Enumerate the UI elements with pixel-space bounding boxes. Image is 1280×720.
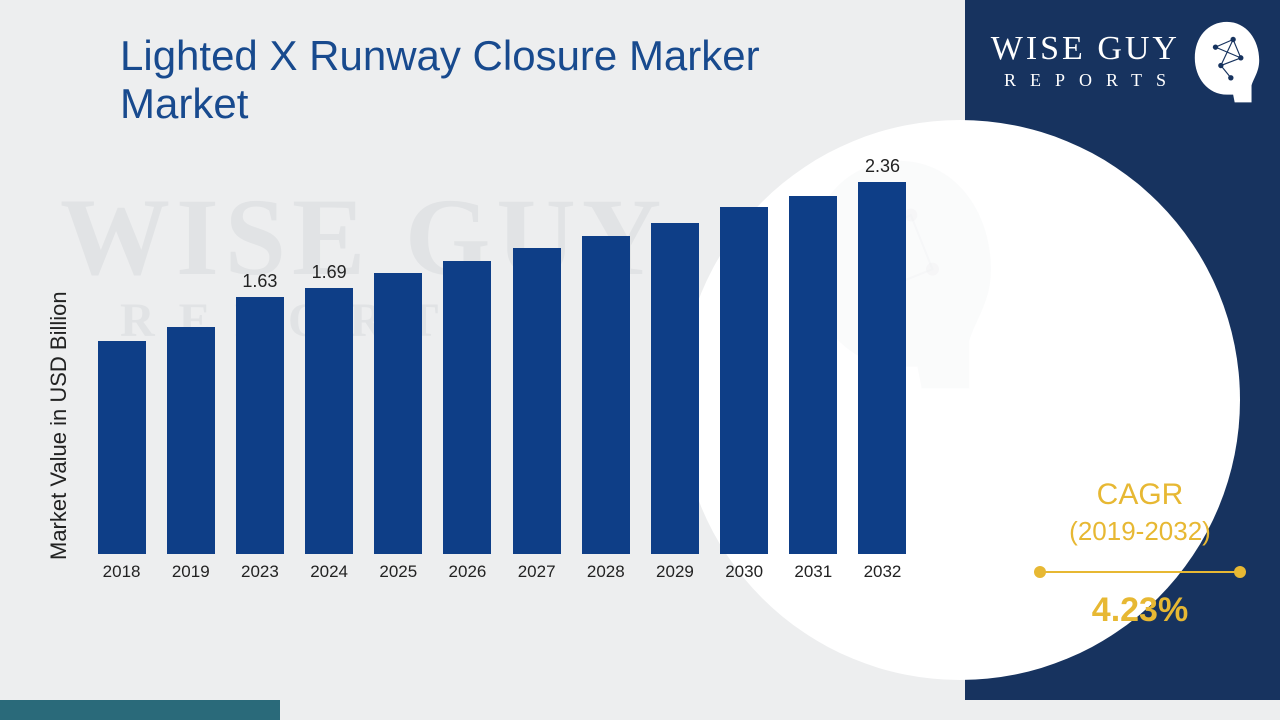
x-tick-2031: 2031 xyxy=(788,554,839,590)
brand-logo: WISE GUY REPORTS xyxy=(991,30,1180,91)
bar-rect xyxy=(443,261,491,554)
bar-rect xyxy=(582,236,630,554)
bar-2027 xyxy=(511,248,562,554)
bar-2028 xyxy=(580,236,631,554)
bar-2026 xyxy=(442,261,493,554)
x-tick-2025: 2025 xyxy=(373,554,424,590)
bar-2025 xyxy=(373,273,424,554)
y-axis-label: Market Value in USD Billion xyxy=(46,291,72,560)
bar-rect xyxy=(513,248,561,554)
bar-rect: 2.36 xyxy=(858,182,906,554)
bar-2024: 1.69 xyxy=(304,288,355,554)
bar-rect xyxy=(167,327,215,554)
cagr-value: 4.23% xyxy=(1000,591,1280,630)
x-tick-2028: 2028 xyxy=(580,554,631,590)
bar-value-label: 1.69 xyxy=(312,262,347,283)
brand-line1: WISE GUY xyxy=(991,30,1180,68)
x-tick-2023: 2023 xyxy=(234,554,285,590)
cagr-period: (2019-2032) xyxy=(1000,516,1280,547)
x-tick-2018: 2018 xyxy=(96,554,147,590)
bar-chart: 1.63 1.69 2.36 2018 2019 2023 2024 2025 2026 202… xyxy=(78,160,908,590)
x-axis: 2018 2019 2023 2024 2025 2026 2027 2028 2029 2030… xyxy=(96,554,908,590)
bar-rect xyxy=(374,273,422,554)
chart-title: Lighted X Runway Closure Marker Market xyxy=(120,32,860,129)
cagr-title: CAGR xyxy=(1000,478,1280,512)
x-tick-2029: 2029 xyxy=(649,554,700,590)
bar-2023: 1.63 xyxy=(234,297,285,554)
bar-rect xyxy=(651,223,699,554)
x-tick-2027: 2027 xyxy=(511,554,562,590)
x-tick-2024: 2024 xyxy=(304,554,355,590)
bar-value-label: 1.63 xyxy=(242,271,277,292)
bar-2031 xyxy=(788,196,839,554)
bar-2019 xyxy=(165,327,216,554)
bar-value-label: 2.36 xyxy=(865,156,900,177)
x-tick-2032: 2032 xyxy=(857,554,908,590)
bar-rect xyxy=(720,207,768,554)
x-tick-2030: 2030 xyxy=(719,554,770,590)
x-tick-2019: 2019 xyxy=(165,554,216,590)
bottom-accent-strip xyxy=(0,700,280,720)
plot-area: 1.63 1.69 2.36 xyxy=(96,160,908,554)
bar-2030 xyxy=(719,207,770,554)
bar-rect: 1.69 xyxy=(305,288,353,554)
bar-2032: 2.36 xyxy=(857,182,908,554)
brand-line2: REPORTS xyxy=(991,70,1180,91)
cagr-divider xyxy=(1040,571,1240,573)
logo-head-icon xyxy=(1188,18,1266,110)
cagr-block: CAGR (2019-2032) 4.23% xyxy=(1000,478,1280,630)
bar-rect: 1.63 xyxy=(236,297,284,554)
x-tick-2026: 2026 xyxy=(442,554,493,590)
bar-rect xyxy=(789,196,837,554)
bar-rect xyxy=(98,341,146,554)
bar-2029 xyxy=(649,223,700,554)
bars-container: 1.63 1.69 2.36 xyxy=(96,160,908,554)
report-infographic: WISE GUY REPORTS Lighted X Runway Closur… xyxy=(0,0,1280,720)
bar-2018 xyxy=(96,341,147,554)
